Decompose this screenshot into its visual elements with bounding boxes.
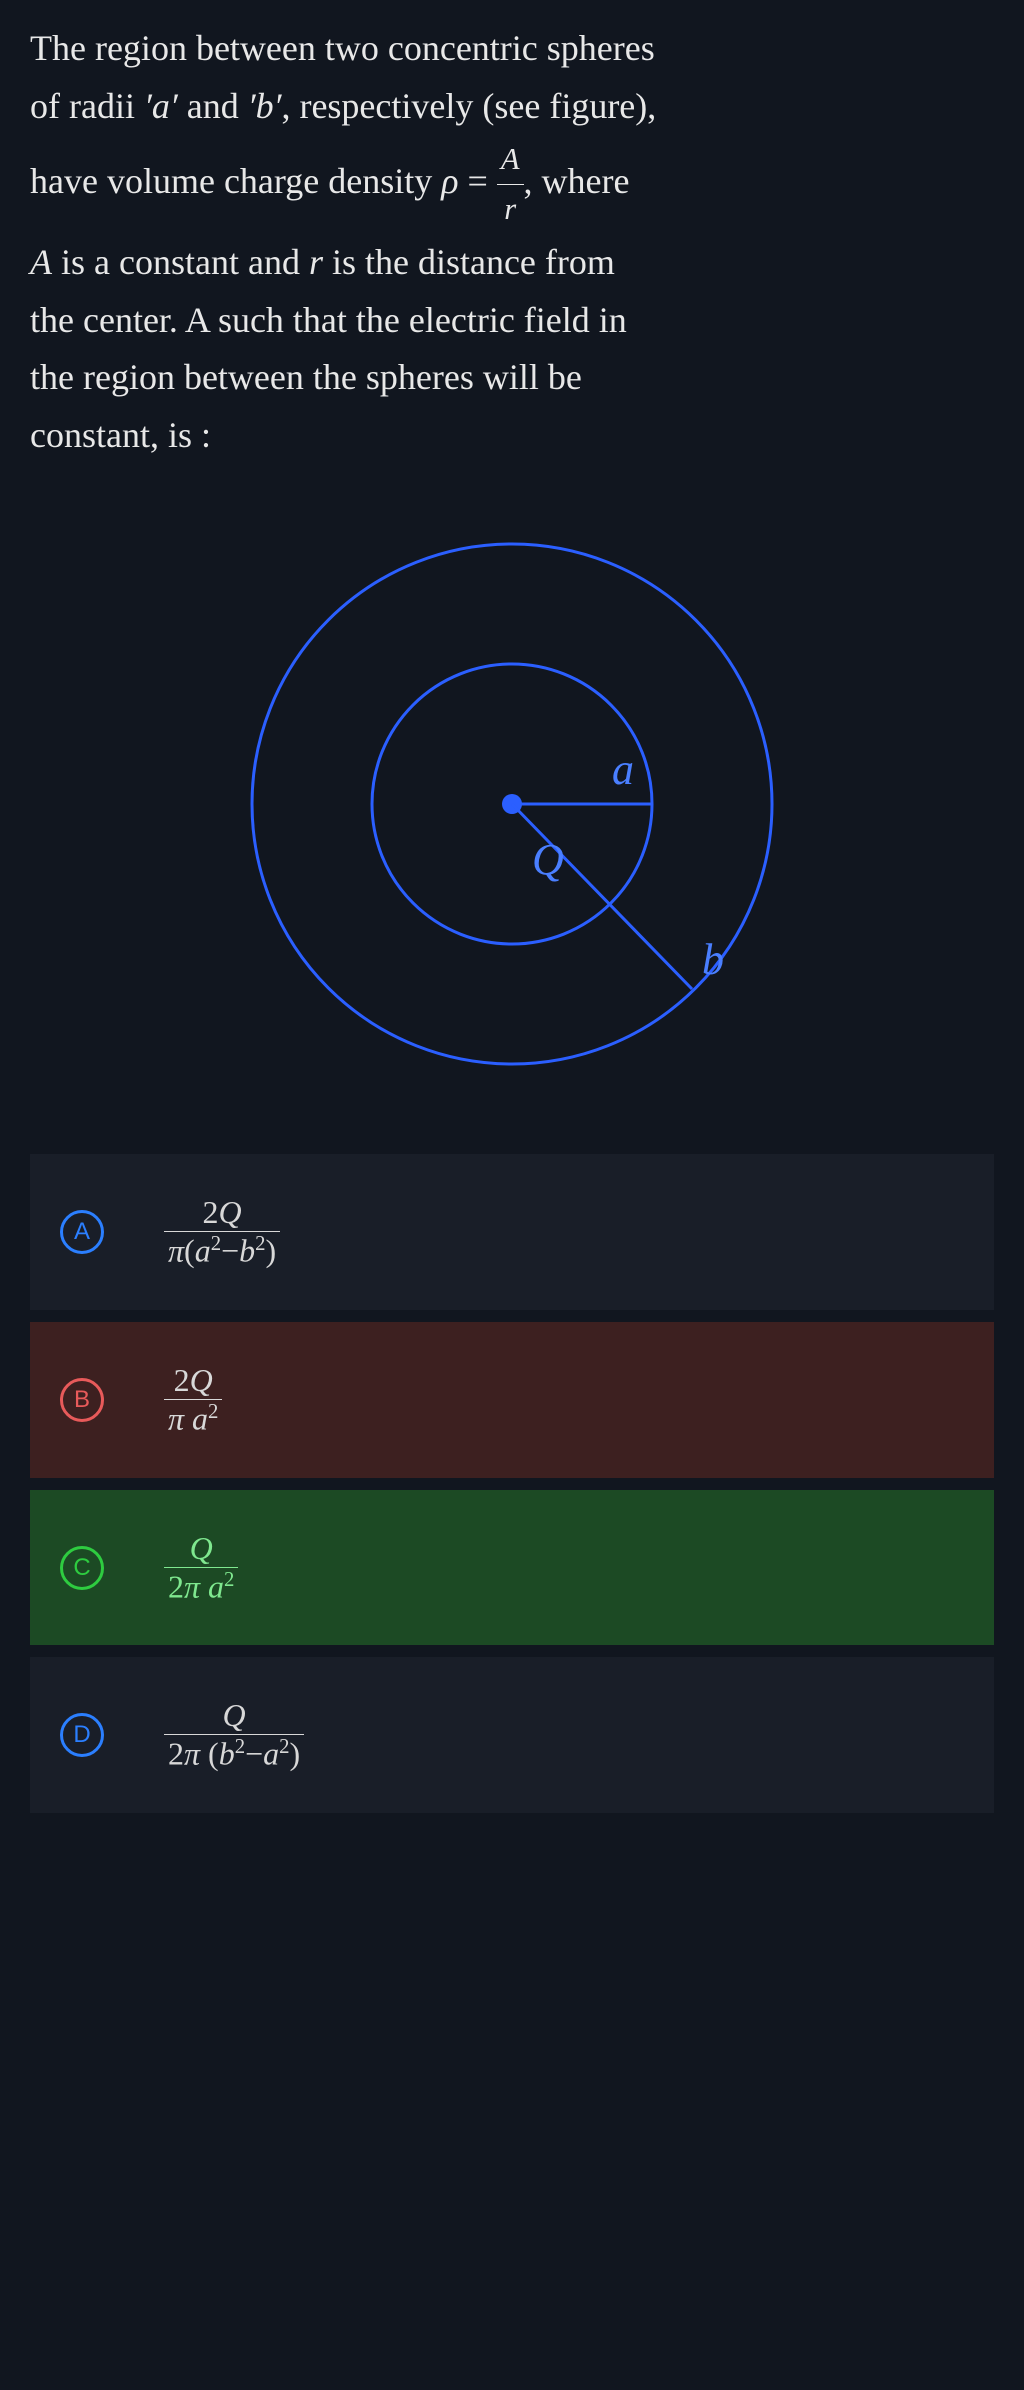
svg-text:b: b [702,935,724,984]
question-line1: The region between two concentric sphere… [30,28,655,68]
option-label-c: C [60,1546,104,1590]
option-label-d: D [60,1713,104,1757]
question-line5: the center. A such that the electric fie… [30,300,627,340]
question-line7: constant, is : [30,415,211,455]
option-d[interactable]: D Q 2π (b2−a2) [30,1657,994,1813]
question-line3: have volume charge density ρ = A r , whe… [30,161,629,201]
option-c-formula: Q 2π a2 [164,1530,238,1606]
option-b[interactable]: B 2Q π a2 [30,1322,994,1478]
option-c[interactable]: C Q 2π a2 [30,1490,994,1646]
question-line2: of radii ′a′ and ′b′, respectively (see … [30,86,656,126]
question-text: The region between two concentric sphere… [30,20,994,464]
svg-text:Q: Q [532,835,564,884]
question-line6: the region between the spheres will be [30,357,582,397]
svg-text:a: a [612,745,634,794]
option-label-a: A [60,1210,104,1254]
concentric-spheres-figure: a b Q [30,504,994,1104]
option-b-formula: 2Q π a2 [164,1362,222,1438]
question-line4: A is a constant and r is the distance fr… [30,242,615,282]
option-a[interactable]: A 2Q π(a2−b2) [30,1154,994,1310]
option-a-formula: 2Q π(a2−b2) [164,1194,280,1270]
option-d-formula: Q 2π (b2−a2) [164,1697,304,1773]
option-label-b: B [60,1378,104,1422]
